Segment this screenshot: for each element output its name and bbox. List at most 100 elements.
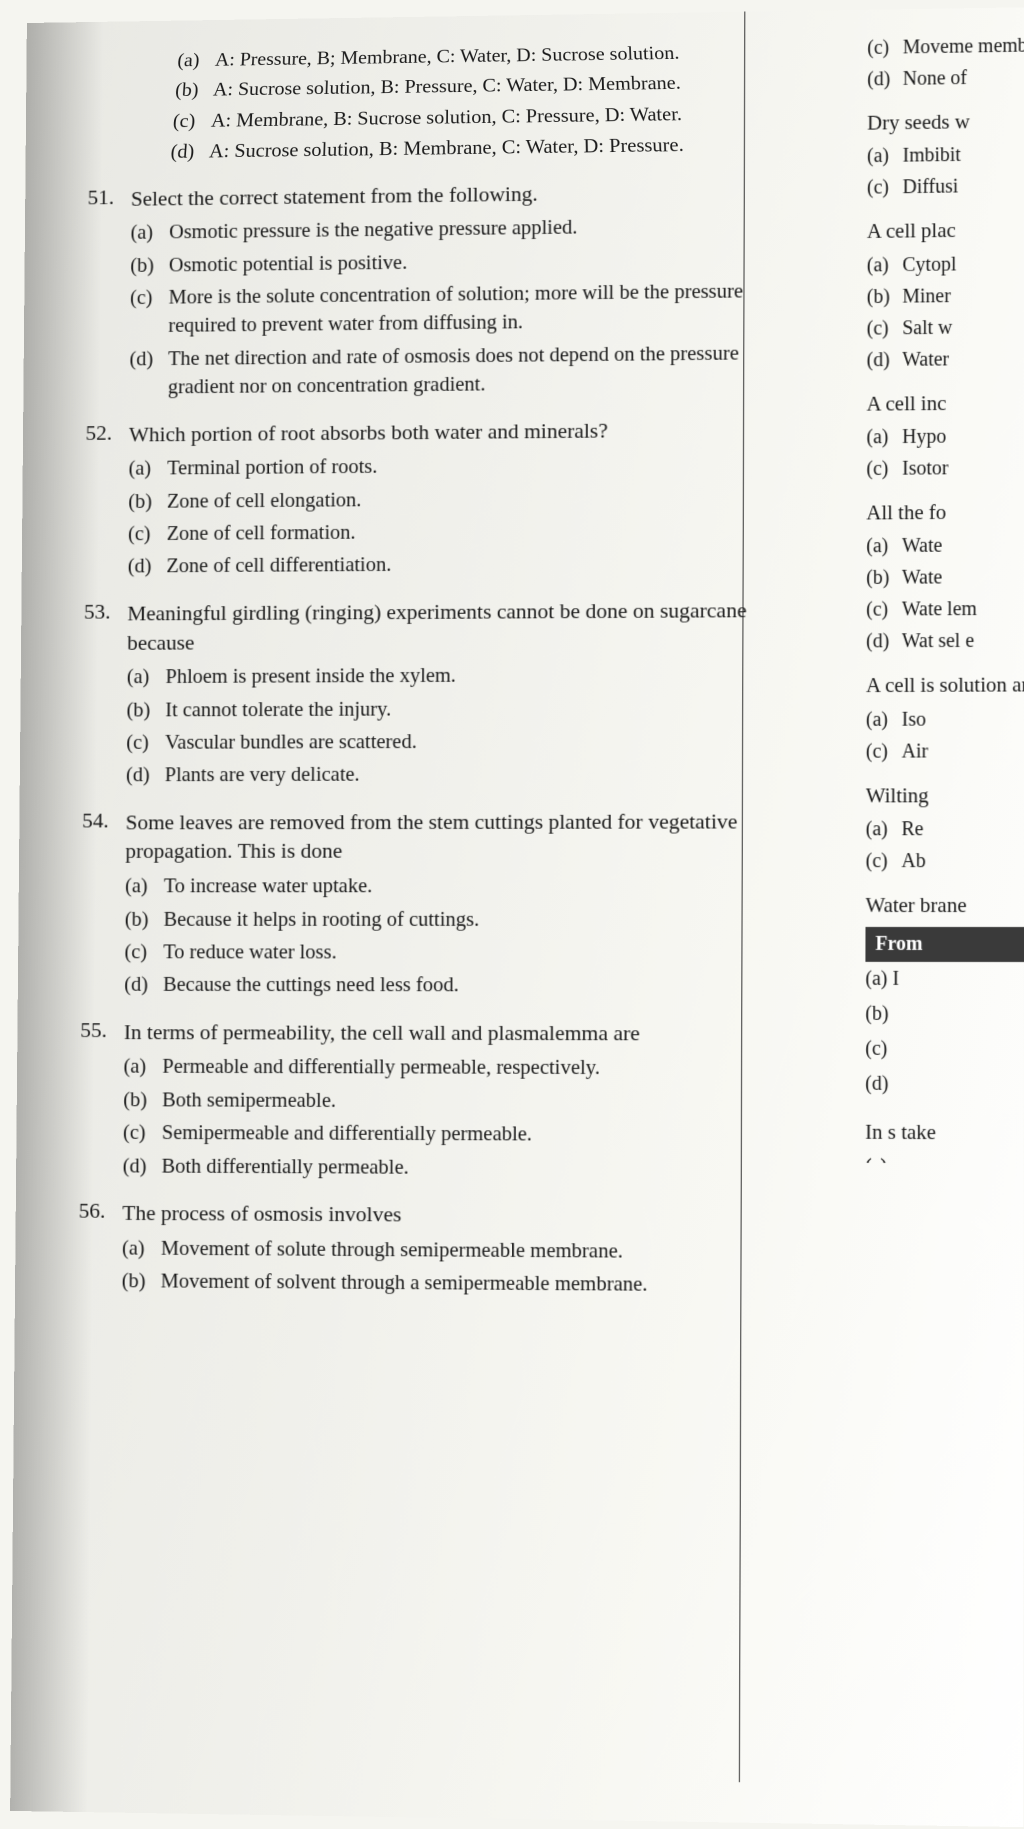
option: (c)Isotor xyxy=(866,453,1024,483)
option-text: Because the cuttings need less food. xyxy=(163,972,459,996)
option-label: (c) xyxy=(172,107,196,134)
option-label: (b) xyxy=(130,251,154,280)
question-57: 57. Dry seeds w (a)Imbibit (c)Diffusi xyxy=(867,105,1024,201)
option-text: A: Membrane, B: Sucrose solution, C: Pre… xyxy=(210,102,682,131)
option-text: Plants are very delicate. xyxy=(165,762,360,786)
option: (c) To reduce water loss. xyxy=(124,938,791,968)
option-label: (a) xyxy=(123,1052,146,1081)
question-number: 52. xyxy=(85,420,112,446)
option-text: Miner xyxy=(902,285,950,307)
question-text: Water brane xyxy=(866,891,1024,919)
option: (a)Cytopl xyxy=(867,248,1024,279)
option-text: A: Pressure, B; Membrane, C: Water, D: S… xyxy=(214,42,679,71)
option-text: Salt w xyxy=(902,317,952,339)
option-label: (b) xyxy=(126,695,150,724)
option-label: (d) xyxy=(866,628,889,656)
option: (b)Wate xyxy=(866,563,1024,592)
option: (c)Salt w xyxy=(867,312,1024,342)
option-text: Osmotic potential is positive. xyxy=(169,250,408,276)
option-label: (c) xyxy=(867,34,889,62)
option: (b) Osmotic potential is positive. xyxy=(130,243,793,279)
question-text: Some leaves are removed from the stem cu… xyxy=(125,806,791,866)
question-55: 55. In terms of permeability, the cell w… xyxy=(123,1017,791,1183)
option-label: (c) xyxy=(124,938,147,967)
option-text: Diffusi xyxy=(903,176,959,198)
option: (d) Plants are very delicate. xyxy=(126,759,792,790)
page-content: (a) A: Pressure, B; Membrane, C: Water, … xyxy=(132,27,1024,41)
option-text: Air xyxy=(902,740,929,762)
question-60: 60. All the fo (a)Wate (b)Wate (c)Wate l… xyxy=(866,497,1024,656)
option: (a)Phloem is present inside the xylem. xyxy=(127,660,792,692)
option-text: Vascular bundles are scattered. xyxy=(165,729,417,753)
question-59: 59. A cell inc (a)Hypo (c)Isotor xyxy=(866,387,1024,483)
question-58: 58. A cell plac (a)Cytopl (b)Miner (c)Sa… xyxy=(867,214,1024,373)
option-label: (d) xyxy=(126,761,150,790)
option: (b) It cannot tolerate the injury. xyxy=(126,693,791,724)
table-row: (d) xyxy=(865,1067,1024,1103)
option-label: (c) xyxy=(128,520,151,549)
question-text: In s take xyxy=(865,1118,1024,1147)
option-text: It cannot tolerate the injury. xyxy=(165,696,391,720)
option-text: Re xyxy=(901,818,923,840)
question-63: 63. Water brane From (a) I (b) (c) (d) xyxy=(865,891,1024,1103)
option-label: (d) xyxy=(124,970,148,999)
option-text: Movement of solute through semipermeable… xyxy=(161,1236,623,1263)
option-text: Both differentially permeable. xyxy=(161,1153,408,1178)
option-text: Water xyxy=(902,348,949,370)
question-number: 55. xyxy=(80,1017,107,1043)
option-label: (a) xyxy=(866,533,888,561)
option: (b) A: Sucrose solution, B: Pressure, C:… xyxy=(174,68,788,104)
question-text: All the fo xyxy=(866,497,1024,527)
option-text: Osmotic pressure is the negative pressur… xyxy=(169,215,577,243)
option-label: (c) xyxy=(865,1153,887,1164)
option-text: Movement of solvent through a semipermea… xyxy=(161,1269,648,1296)
option-label: (c) xyxy=(866,847,888,875)
option-label: (c) xyxy=(126,728,149,757)
option-text: Wate xyxy=(902,567,942,589)
option-text: Both semipermeable. xyxy=(162,1087,336,1111)
option: (c) Air xyxy=(866,737,1024,766)
option-text: Zone of cell formation. xyxy=(167,520,356,545)
option: (b)Both semipermeable. xyxy=(123,1085,790,1116)
question-56: 56. The process of osmosis involves (a)M… xyxy=(122,1198,791,1300)
option-text: Isotor xyxy=(902,457,948,479)
option-text: Wate xyxy=(902,535,942,557)
option-label: (b) xyxy=(122,1266,146,1295)
question-50-options: (a) A: Pressure, B; Membrane, C: Water, … xyxy=(131,38,793,166)
option-label: (b) xyxy=(865,1003,888,1025)
question-number: 56. xyxy=(79,1198,106,1224)
question-64: 64. In s take (a) (c) xyxy=(865,1118,1024,1147)
option: (a)Iso xyxy=(866,705,1024,734)
option-text: Permeable and differentially permeable, … xyxy=(162,1054,600,1079)
option-text: Cytopl xyxy=(902,253,956,275)
table-row: (c) xyxy=(865,1032,1024,1068)
question-text: A cell plac xyxy=(867,214,1024,245)
option-label: (c) xyxy=(866,737,888,765)
option: (b) Movement of solvent through a semiper… xyxy=(122,1266,791,1300)
table-row: (a) I xyxy=(865,962,1024,997)
option-text: Because it helps in rooting of cuttings. xyxy=(163,907,479,931)
option: (c)More is the solute concentration of s… xyxy=(130,276,793,341)
option-label: (c) xyxy=(865,1038,887,1060)
option-text: Phloem is present inside the xylem. xyxy=(165,663,456,688)
option-text: Wate lem xyxy=(902,599,977,621)
option: (c)Moveme membra xyxy=(867,30,1024,61)
option-label: (a) xyxy=(129,454,152,483)
question-number: 53. xyxy=(84,599,111,625)
left-column: (a) A: Pressure, B; Membrane, C: Water, … xyxy=(121,31,793,1319)
option: (c) A: Membrane, B: Sucrose solution, C:… xyxy=(172,99,791,135)
option-text: I xyxy=(892,968,899,990)
option-label: (a) xyxy=(866,706,888,734)
question-number: 51. xyxy=(88,184,115,210)
question-text: In terms of permeability, the cell wall … xyxy=(124,1017,791,1048)
option: (d)Zone of cell differentiation. xyxy=(128,548,792,581)
option-label: (b) xyxy=(174,77,199,104)
option-text: A: Sucrose solution, B: Membrane, C: Wat… xyxy=(208,133,684,162)
question-62: 62. Wilting (a)Re (c)Ab xyxy=(866,781,1024,876)
option-label: (c) xyxy=(866,596,888,624)
option: (c) Wate lem xyxy=(866,595,1024,624)
option-label: (d) xyxy=(128,552,152,581)
option: (a) A: Pressure, B; Membrane, C: Water, … xyxy=(177,38,787,74)
option-text: To reduce water loss. xyxy=(163,939,336,963)
option: (c)Diffusi xyxy=(867,171,1024,202)
